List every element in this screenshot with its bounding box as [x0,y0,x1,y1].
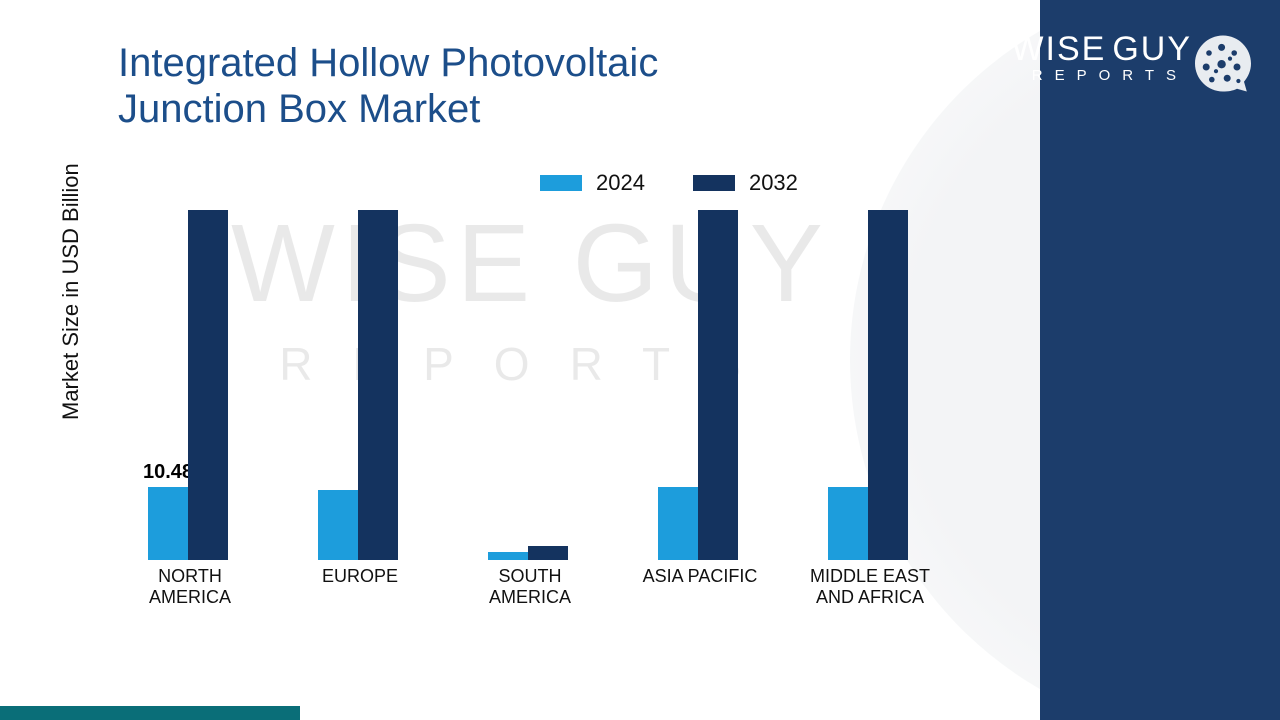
x-tick-label: SOUTH AMERICA [460,560,600,607]
plot-region: 10.48NORTH AMERICA EUROPE SOUTH AMERICA ASI… [130,210,1000,560]
bar-2024 [488,552,528,560]
bar-2032 [698,210,738,560]
bar-2024 [658,487,698,561]
bar-2024 [828,487,868,561]
page: WISE GUY REPORTS WISEGUY REPORTS [0,0,1280,720]
brand-panel [1040,0,1280,720]
bar-2032 [528,546,568,560]
bar-2032 [188,210,228,560]
brand-head-icon [1188,32,1258,102]
x-tick-label: ASIA PACIFIC [630,560,770,587]
bar-value-label: 10.48 [143,461,193,484]
brand-name-line2: REPORTS [1011,67,1192,84]
x-tick-label: NORTH AMERICA [120,560,260,607]
brand-name-line1: WISEGUY [1011,30,1192,69]
bar-2024 [318,490,358,560]
brand-word-wise: WISE [1011,30,1106,68]
chart-title: Integrated Hollow Photovoltaic Junction … [118,40,818,132]
bar-group: 10.48NORTH AMERICA [130,210,250,560]
legend-swatch-2024 [540,175,582,191]
y-axis-label: Market Size in USD Billion [58,163,84,420]
legend-label-2024: 2024 [596,170,645,196]
bar-2024: 10.48 [148,487,188,560]
bar-group: ASIA PACIFIC [640,210,760,560]
legend-label-2032: 2032 [749,170,798,196]
bar-group: EUROPE [300,210,420,560]
brand-logo: WISEGUY REPORTS [1011,30,1252,84]
legend-item-2032: 2032 [693,170,798,196]
legend-item-2024: 2024 [540,170,645,196]
footer-accent-strip [0,706,300,720]
legend-swatch-2032 [693,175,735,191]
brand-word-guy: GUY [1112,30,1192,68]
legend: 2024 2032 [540,170,798,196]
bar-group: MIDDLE EAST AND AFRICA [810,210,930,560]
x-tick-label: MIDDLE EAST AND AFRICA [800,560,940,607]
bar-group: SOUTH AMERICA [470,210,590,560]
x-tick-label: EUROPE [290,560,430,587]
bar-2032 [868,210,908,560]
chart-area: Market Size in USD Billion 2024 2032 10.… [70,170,1010,650]
bar-2032 [358,210,398,560]
